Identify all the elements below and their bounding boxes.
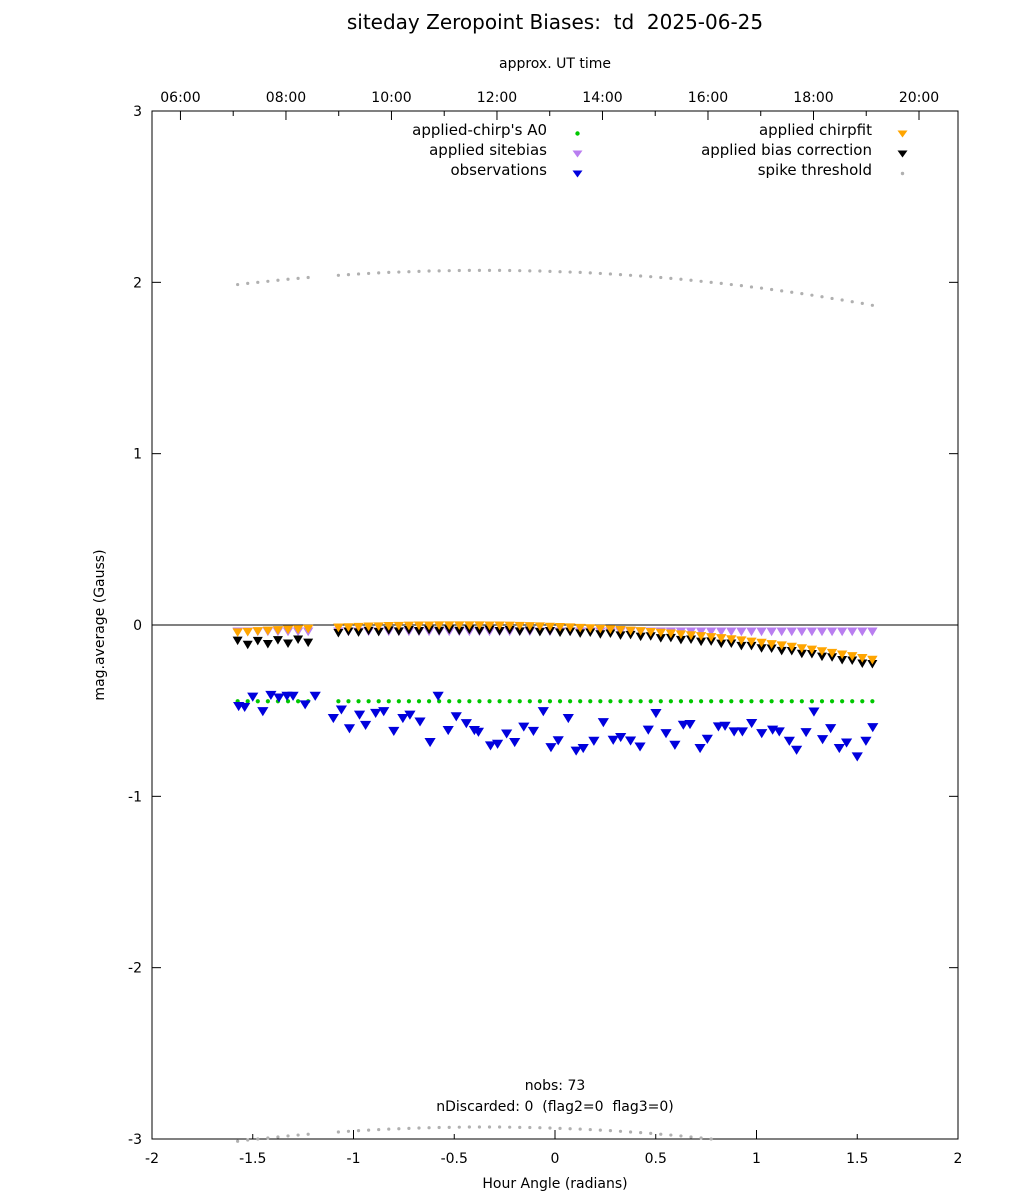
y-axis-ticks: 3 2 1 0 -1 -2 -3 [128,104,958,1148]
svg-text:0: 0 [133,618,142,634]
legend-label-spike-threshold: spike threshold [757,161,872,179]
svg-text:-1.5: -1.5 [239,1151,266,1167]
svg-text:06:00: 06:00 [160,90,200,106]
svg-text:3: 3 [133,104,142,120]
nobs-text: nobs: 73 [524,1078,586,1094]
series-spike_threshold_lower [236,1125,713,1143]
ndiscarded-text: nDiscarded: 0 (flag2=0 flag3=0) [436,1099,674,1115]
violet-triangle-icon [571,145,584,158]
series-chirpfit [232,621,878,665]
svg-text:-1: -1 [128,789,142,805]
series-spike_threshold [236,268,874,307]
svg-text:0: 0 [551,1151,560,1167]
svg-text:2: 2 [954,1151,963,1167]
svg-text:-0.5: -0.5 [441,1151,468,1167]
svg-text:18:00: 18:00 [793,90,833,106]
svg-text:10:00: 10:00 [371,90,411,106]
legend-label-observations: observations [450,161,547,179]
svg-text:16:00: 16:00 [688,90,728,106]
legend-label-bias-correction: applied bias correction [701,141,872,159]
x-axis-ticks: -2 -1.5 -1 -0.5 0 0.5 1 1.5 2 [145,1130,962,1167]
orange-triangle-icon [896,125,909,138]
svg-text:-2: -2 [145,1151,159,1167]
series-sitebias [232,627,878,637]
svg-text:0.5: 0.5 [645,1151,667,1167]
svg-text:1: 1 [133,447,142,463]
svg-text:2: 2 [133,275,142,291]
svg-text:-2: -2 [128,961,142,977]
svg-text:-1: -1 [347,1151,361,1167]
svg-text:12:00: 12:00 [477,90,517,106]
legend-label-chirpfit: applied chirpfit [758,121,872,139]
legend-entry-observations: observations [0,161,584,180]
stats-annotation: nobs: 73 nDiscarded: 0 (flag2=0 flag3=0) [152,1076,958,1118]
legend-entry-bias-correction: applied bias correction [0,141,909,160]
black-triangle-icon [896,145,909,158]
blue-triangle-icon [571,165,584,178]
top-axis-ticks: 06:00 08:00 10:00 12:00 14:00 16:00 18:00 20:00 [160,90,939,120]
x-axis-title: Hour Angle (radians) [482,1176,628,1192]
svg-text:08:00: 08:00 [266,90,306,106]
legend-entry-spike-threshold: spike threshold [0,161,909,180]
svg-text:-3: -3 [128,1132,142,1148]
y-axis-title: mag.average (Gauss) [92,549,108,701]
svg-text:1.5: 1.5 [846,1151,868,1167]
gray-dot-icon [896,165,909,176]
svg-text:1: 1 [752,1151,761,1167]
svg-text:20:00: 20:00 [899,90,939,106]
legend-label-a0: applied-chirp's A0 [412,121,547,139]
series-a0 [235,699,875,704]
top-axis-title: approx. UT time [499,56,611,72]
legend-entry-a0: applied-chirp's A0 [0,121,584,140]
svg-text:14:00: 14:00 [582,90,622,106]
green-dot-icon [571,125,584,136]
page-title: siteday Zeropoint Biases: td 2025-06-25 [346,10,764,34]
legend-entry-chirpfit: applied chirpfit [0,121,909,140]
legend-label-sitebias: applied sitebias [429,141,547,159]
legend-entry-sitebias: applied sitebias [0,141,584,160]
series-observations [233,690,879,762]
